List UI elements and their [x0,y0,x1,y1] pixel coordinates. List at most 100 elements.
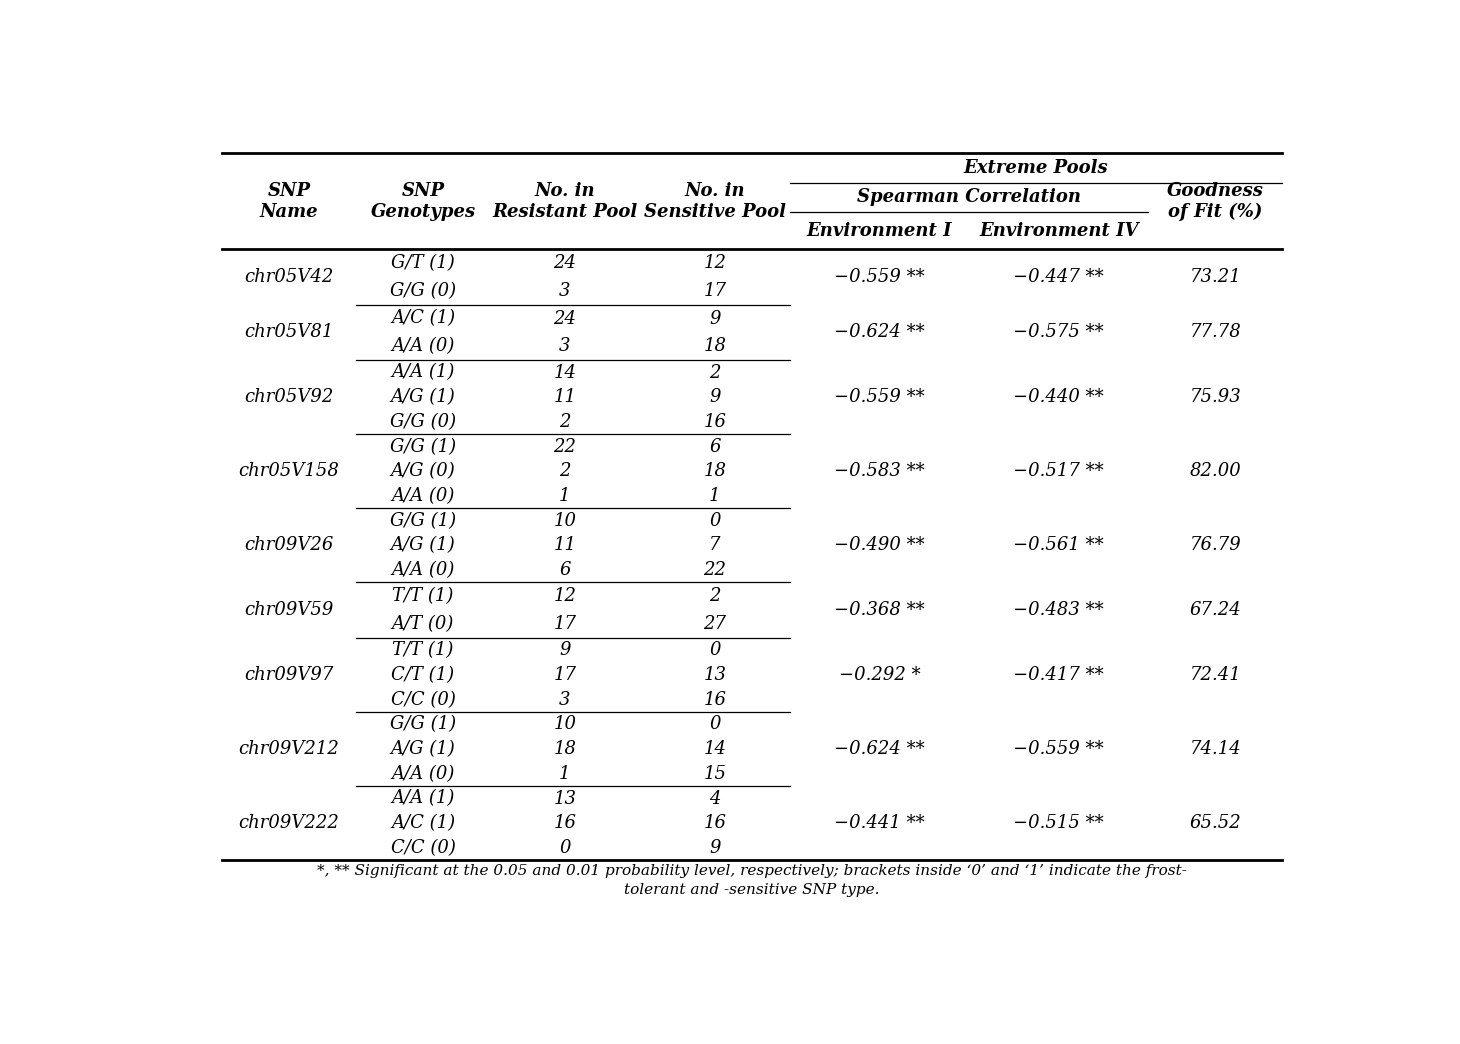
Text: 0: 0 [710,512,720,529]
Text: A/A (0): A/A (0) [391,488,454,505]
Text: 1: 1 [559,488,571,505]
Text: A/A (0): A/A (0) [391,561,454,579]
Text: G/T (1): G/T (1) [391,254,456,272]
Text: A/A (0): A/A (0) [391,337,454,355]
Text: 77.78: 77.78 [1190,324,1241,341]
Text: 10: 10 [553,512,577,529]
Text: 72.41: 72.41 [1190,666,1241,684]
Text: SNP
Genotypes: SNP Genotypes [371,182,476,220]
Text: A/G (1): A/G (1) [391,537,456,554]
Text: 22: 22 [553,437,577,455]
Text: 6: 6 [710,437,720,455]
Text: 2: 2 [559,462,571,480]
Text: 10: 10 [553,715,577,734]
Text: 11: 11 [553,388,577,406]
Text: −0.447 **: −0.447 ** [1013,268,1104,286]
Text: −0.624 **: −0.624 ** [834,324,924,341]
Text: chr09V212: chr09V212 [238,740,340,758]
Text: *, ** Significant at the 0.05 and 0.01 probability level, respectively; brackets: *, ** Significant at the 0.05 and 0.01 p… [317,863,1187,878]
Text: 0: 0 [710,715,720,734]
Text: 14: 14 [704,740,726,758]
Text: 1: 1 [710,488,720,505]
Text: −0.441 **: −0.441 ** [834,814,924,832]
Text: 17: 17 [553,615,577,633]
Text: −0.368 **: −0.368 ** [834,601,924,619]
Text: A/G (1): A/G (1) [391,388,456,406]
Text: G/G (0): G/G (0) [390,282,456,300]
Text: 18: 18 [553,740,577,758]
Text: 12: 12 [553,588,577,606]
Text: −0.483 **: −0.483 ** [1013,601,1104,619]
Text: −0.417 **: −0.417 ** [1013,666,1104,684]
Text: G/G (1): G/G (1) [390,715,456,734]
Text: −0.490 **: −0.490 ** [834,537,924,554]
Text: 9: 9 [710,310,720,328]
Text: −0.624 **: −0.624 ** [834,740,924,758]
Text: chr09V222: chr09V222 [238,814,340,832]
Text: 24: 24 [553,254,577,272]
Text: 76.79: 76.79 [1190,537,1241,554]
Text: −0.517 **: −0.517 ** [1013,462,1104,480]
Text: chr05V42: chr05V42 [244,268,334,286]
Text: A/G (0): A/G (0) [391,462,456,480]
Text: 16: 16 [704,691,726,709]
Text: No. in
Sensitive Pool: No. in Sensitive Pool [644,182,785,220]
Text: 1: 1 [559,765,571,783]
Text: 2: 2 [710,588,720,606]
Text: 65.52: 65.52 [1190,814,1241,832]
Text: 67.24: 67.24 [1190,601,1241,619]
Text: A/A (1): A/A (1) [391,363,454,381]
Text: 73.21: 73.21 [1190,268,1241,286]
Text: G/G (0): G/G (0) [390,413,456,431]
Text: Environment IV: Environment IV [980,221,1139,239]
Text: tolerant and -sensitive SNP type.: tolerant and -sensitive SNP type. [625,882,880,897]
Text: 17: 17 [704,282,726,300]
Text: A/A (1): A/A (1) [391,789,454,808]
Text: 0: 0 [710,641,720,660]
Text: 7: 7 [710,537,720,554]
Text: 15: 15 [704,765,726,783]
Text: 11: 11 [553,537,577,554]
Text: −0.440 **: −0.440 ** [1013,388,1104,406]
Text: 9: 9 [559,641,571,660]
Text: −0.559 **: −0.559 ** [834,388,924,406]
Text: 2: 2 [710,363,720,381]
Text: 3: 3 [559,691,571,709]
Text: 22: 22 [704,561,726,579]
Text: 82.00: 82.00 [1190,462,1241,480]
Text: 13: 13 [704,666,726,684]
Text: No. in
Resistant Pool: No. in Resistant Pool [492,182,638,220]
Text: T/T (1): T/T (1) [393,588,454,606]
Text: chr09V97: chr09V97 [244,666,334,684]
Text: 3: 3 [559,337,571,355]
Text: 14: 14 [553,363,577,381]
Text: Extreme Pools: Extreme Pools [964,159,1108,177]
Text: G/G (1): G/G (1) [390,512,456,529]
Text: 12: 12 [704,254,726,272]
Text: T/T (1): T/T (1) [393,641,454,660]
Text: 24: 24 [553,310,577,328]
Text: Spearman Correlation: Spearman Correlation [857,188,1080,207]
Text: 16: 16 [704,413,726,431]
Text: 16: 16 [704,814,726,832]
Text: −0.292 *: −0.292 * [838,666,920,684]
Text: A/G (1): A/G (1) [391,740,456,758]
Text: −0.575 **: −0.575 ** [1013,324,1104,341]
Text: −0.559 **: −0.559 ** [1013,740,1104,758]
Text: 27: 27 [704,615,726,633]
Text: −0.583 **: −0.583 ** [834,462,924,480]
Text: 4: 4 [710,789,720,808]
Text: chr05V158: chr05V158 [238,462,340,480]
Text: 2: 2 [559,413,571,431]
Text: chr09V59: chr09V59 [244,601,334,619]
Text: 18: 18 [704,337,726,355]
Text: 18: 18 [704,462,726,480]
Text: 74.14: 74.14 [1190,740,1241,758]
Text: C/C (0): C/C (0) [391,839,456,857]
Text: 13: 13 [553,789,577,808]
Text: C/C (0): C/C (0) [391,691,456,709]
Text: −0.515 **: −0.515 ** [1013,814,1104,832]
Text: SNP
Name: SNP Name [260,182,318,220]
Text: 16: 16 [553,814,577,832]
Text: A/A (0): A/A (0) [391,765,454,783]
